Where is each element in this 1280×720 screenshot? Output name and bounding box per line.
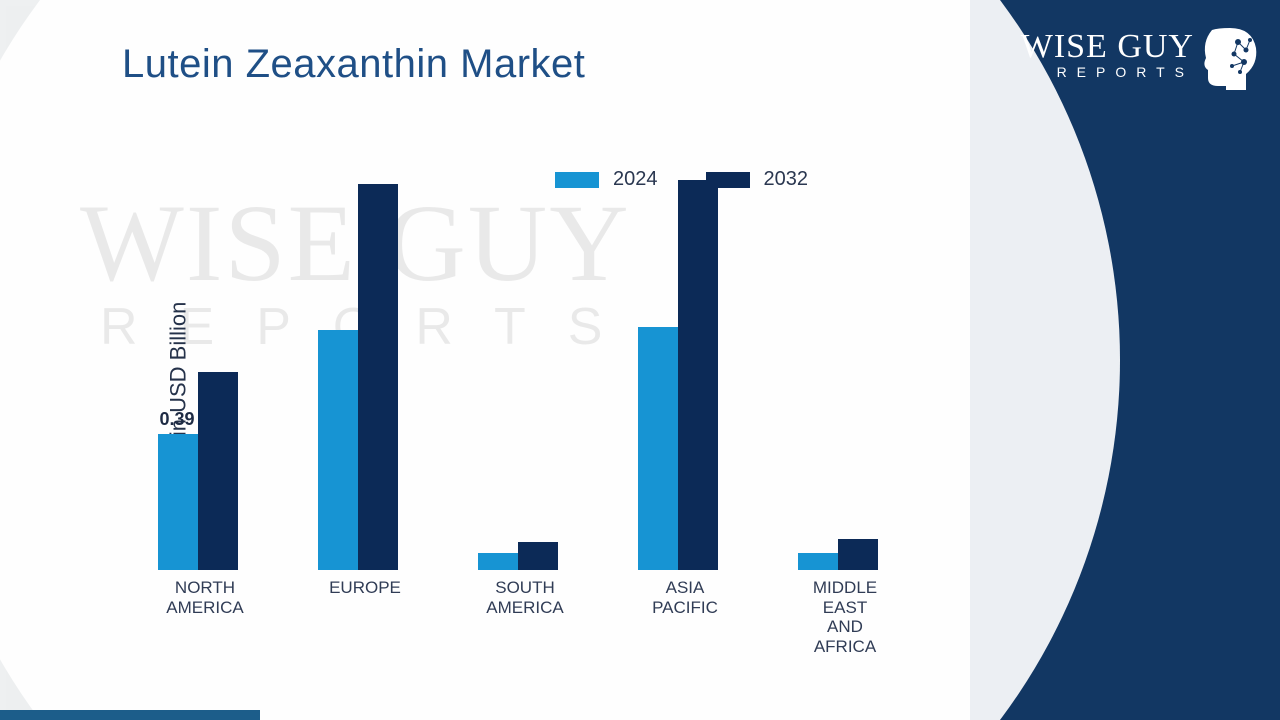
bar-2024	[318, 330, 358, 570]
bar-value-label: 0.39	[142, 409, 212, 430]
chart-title: Lutein Zeaxanthin Market	[122, 42, 585, 87]
chart-area: Market Size in USD Billion 0.39 NORTHAME…	[60, 160, 940, 700]
bar-2024	[158, 434, 198, 570]
category-labels: NORTHAMERICA EUROPE SOUTHAMERICA ASIAPACIFI…	[140, 572, 920, 692]
bottom-accent-bar	[0, 710, 260, 720]
bar-2032	[838, 539, 878, 570]
bar-2032	[358, 184, 398, 570]
bar-2024	[638, 327, 678, 570]
stage: WISE GUY REPORTS Lutein Zeaxanthin Marke…	[0, 0, 1280, 720]
bar-2024	[478, 553, 518, 570]
plot-area: 0.39	[140, 170, 920, 570]
logo-line1: WISE GUY	[1021, 28, 1194, 66]
category-label: EUROPE	[300, 578, 430, 598]
category-label: MIDDLEEASTANDAFRICA	[780, 578, 910, 656]
bar-2024	[798, 553, 838, 570]
category-label: ASIAPACIFIC	[620, 578, 750, 617]
category-label: SOUTHAMERICA	[460, 578, 590, 617]
head-icon	[1202, 28, 1258, 90]
category-label: NORTHAMERICA	[140, 578, 270, 617]
brand-logo: WISE GUY REPORTS	[1021, 28, 1258, 90]
logo-line2: REPORTS	[1021, 64, 1194, 80]
bar-2032	[518, 542, 558, 570]
bar-2032	[678, 180, 718, 570]
bar-2032	[198, 372, 238, 570]
logo-text: WISE GUY REPORTS	[1021, 28, 1194, 80]
